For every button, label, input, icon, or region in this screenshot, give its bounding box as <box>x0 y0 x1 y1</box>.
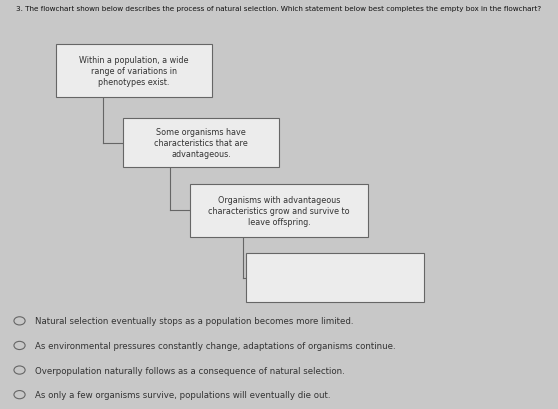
Text: As environmental pressures constantly change, adaptations of organisms continue.: As environmental pressures constantly ch… <box>35 341 396 350</box>
Text: Natural selection eventually stops as a population becomes more limited.: Natural selection eventually stops as a … <box>35 317 354 326</box>
Text: Overpopulation naturally follows as a consequence of natural selection.: Overpopulation naturally follows as a co… <box>35 366 345 375</box>
Text: Organisms with advantageous
characteristics grow and survive to
leave offspring.: Organisms with advantageous characterist… <box>208 195 350 226</box>
Bar <box>190 184 368 237</box>
Text: Within a population, a wide
range of variations in
phenotypes exist.: Within a population, a wide range of var… <box>79 56 189 87</box>
Bar <box>246 254 424 303</box>
Text: 3. The flowchart shown below describes the process of natural selection. Which s: 3. The flowchart shown below describes t… <box>16 6 542 12</box>
Bar <box>123 119 279 168</box>
Text: As only a few organisms survive, populations will eventually die out.: As only a few organisms survive, populat… <box>35 390 331 399</box>
Bar <box>56 45 212 98</box>
Text: Some organisms have
characteristics that are
advantageous.: Some organisms have characteristics that… <box>154 128 248 159</box>
